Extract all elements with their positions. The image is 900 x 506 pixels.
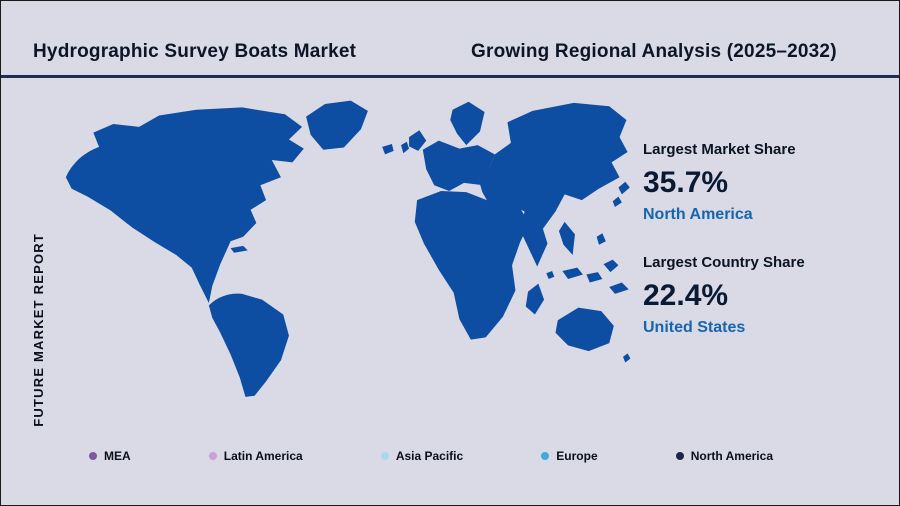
legend-dot-icon — [541, 452, 550, 460]
page-title-left: Hydrographic Survey Boats Market — [33, 41, 357, 62]
market-share-label: Largest Market Share — [643, 141, 796, 158]
page-title-right: Growing Regional Analysis (2025–2032) — [471, 41, 837, 62]
brand-vertical-label: FUTURE MARKET REPORT — [31, 233, 46, 427]
landmass-south-america — [208, 293, 289, 397]
legend-dot-icon — [89, 452, 97, 460]
region-legend: MEA Latin America Asia Pacific Europe No… — [89, 449, 773, 463]
landmass-madagascar — [525, 283, 545, 315]
header-divider — [1, 75, 899, 78]
legend-label: Europe — [556, 449, 598, 463]
landmass-iceland — [382, 144, 394, 155]
legend-item-mea: MEA — [89, 449, 131, 463]
landmass-philippines — [596, 233, 606, 245]
landmass-ireland — [401, 141, 410, 154]
market-share-value: 35.7% — [643, 166, 729, 199]
landmass-new-guinea — [609, 282, 629, 294]
landmass-indochina — [558, 221, 575, 256]
landmass-europe — [422, 140, 501, 191]
legend-label: Asia Pacific — [395, 449, 464, 463]
country-share-label: Largest Country Share — [643, 254, 805, 271]
stats-panel: Largest Market Share 35.7% North America… — [643, 141, 891, 337]
landmass-caribbean — [230, 245, 248, 253]
world-map-container — [59, 91, 631, 403]
market-share-region: North America — [643, 206, 753, 223]
legend-label: MEA — [104, 449, 131, 463]
landmass-scandinavia — [450, 101, 485, 146]
landmass-british-isles — [409, 130, 427, 151]
country-share-country: United States — [643, 319, 746, 336]
legend-item-asia-pacific: Asia Pacific — [380, 449, 464, 463]
legend-item-latin-america: Latin America — [208, 449, 303, 463]
landmass-indonesia-3 — [603, 259, 619, 273]
landmass-asia — [479, 102, 628, 267]
landmass-sri-lanka — [546, 271, 555, 280]
landmass-japan-south — [612, 196, 622, 207]
landmass-indonesia-1 — [562, 267, 583, 280]
legend-item-europe: Europe — [541, 449, 598, 463]
legend-dot-icon — [380, 452, 389, 460]
legend-dot-icon — [675, 452, 684, 460]
landmass-japan-north — [618, 181, 630, 195]
world-map-landmasses — [65, 100, 631, 397]
country-share-value: 22.4% — [643, 279, 729, 312]
legend-label: North America — [690, 449, 773, 463]
landmass-africa — [414, 190, 530, 340]
landmass-indonesia-2 — [586, 272, 603, 283]
landmass-north-america — [65, 107, 304, 304]
landmass-greenland — [306, 100, 368, 150]
stat-market-share: Largest Market Share 35.7% North America — [643, 141, 891, 224]
legend-item-north-america: North America — [675, 449, 773, 463]
legend-label: Latin America — [223, 449, 303, 463]
legend-dot-icon — [208, 452, 217, 460]
landmass-australia — [555, 307, 614, 352]
landmass-new-zealand — [622, 353, 631, 363]
stat-country-share: Largest Country Share 22.4% United State… — [643, 254, 891, 337]
world-map-icon — [65, 100, 631, 397]
